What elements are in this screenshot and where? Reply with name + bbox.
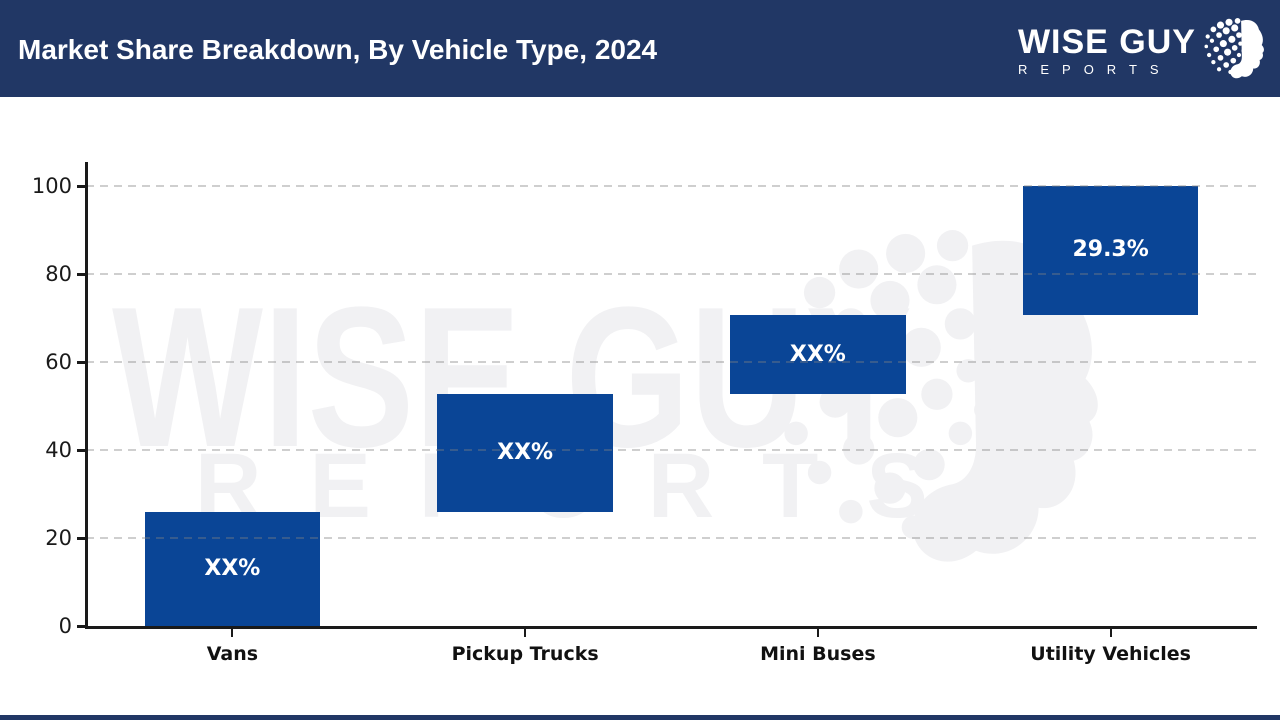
y-tick-label: 80: [45, 262, 72, 286]
y-tick-label: 40: [45, 438, 72, 462]
y-tick-mark: [77, 360, 86, 364]
x-tick-label: Mini Buses: [760, 643, 876, 665]
y-tick-label: 0: [58, 614, 72, 638]
gridline: [86, 449, 1257, 451]
y-tick-mark: [77, 184, 86, 188]
bar-segment: [437, 394, 613, 512]
wiseguy-head-icon: [1204, 18, 1264, 79]
wiseguy-logo: WISE GUY REPORTS: [1018, 8, 1266, 92]
x-tick-label: Utility Vehicles: [1030, 643, 1191, 665]
gridline: [86, 273, 1257, 275]
x-tick-mark: [524, 629, 527, 637]
logo-wordmark: WISE GUY: [1017, 22, 1196, 61]
logo-subtitle: REPORTS: [1017, 61, 1172, 77]
x-tick-label: Vans: [206, 643, 259, 665]
x-tick-mark: [231, 629, 234, 637]
x-tick-label: Pickup Trucks: [451, 643, 599, 665]
gridline: [86, 185, 1257, 187]
bar-value-label: XX%: [789, 341, 846, 367]
bar-segment: [1022, 186, 1199, 315]
y-tick-mark: [77, 624, 86, 628]
y-tick-label: 60: [45, 350, 72, 374]
bar-segment: [144, 511, 321, 626]
header-banner: Market Share Breakdown, By Vehicle Type,…: [0, 0, 1280, 97]
bar-value-label: 29.3%: [1072, 237, 1149, 263]
bar-value-label: XX%: [497, 439, 554, 465]
y-tick-mark: [77, 448, 86, 452]
footer-bar: [0, 715, 1280, 720]
gridline: [86, 361, 1257, 363]
x-tick-mark: [816, 629, 819, 637]
gridline: [86, 537, 1257, 539]
bar-value-label: XX%: [204, 555, 261, 581]
x-tick-mark: [1109, 629, 1112, 637]
bar-segment: [730, 314, 906, 395]
y-tick-label: 100: [31, 174, 72, 198]
y-tick-mark: [77, 536, 86, 540]
x-axis-line: [85, 626, 1257, 629]
y-tick-mark: [77, 272, 86, 276]
page-title: Market Share Breakdown, By Vehicle Type,…: [18, 34, 658, 65]
y-axis-line: [85, 162, 88, 629]
y-tick-label: 20: [45, 526, 72, 550]
